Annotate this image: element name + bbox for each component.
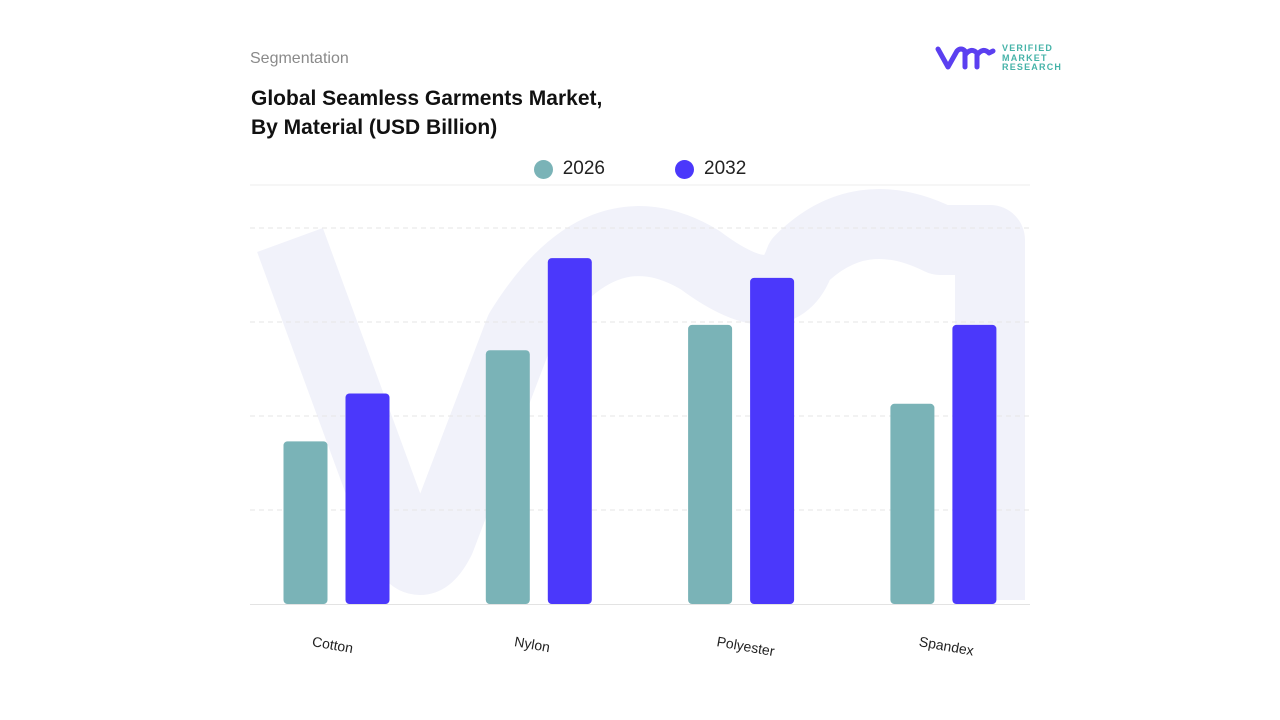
bar-nylon-2032[interactable] — [547, 258, 592, 604]
x-tick-label-nylon: Nylon — [513, 633, 551, 655]
title-line-1: Global Seamless Garments Market, — [251, 87, 603, 110]
watermark-icon — [257, 189, 1025, 600]
logo-text-2: MARKET — [1002, 52, 1048, 63]
logo-text-3: RESEARCH — [1002, 62, 1063, 72]
bar-cotton-2032[interactable] — [345, 393, 390, 604]
bar-cotton-2026[interactable] — [283, 441, 328, 604]
segment-label: Segmentation — [250, 50, 349, 67]
x-tick-label-spandex: Spandex — [918, 633, 975, 658]
legend-item-2032[interactable]: 2032 — [675, 158, 746, 180]
x-tick-label-polyester: Polyester — [716, 633, 777, 659]
bar-spandex-2026[interactable] — [890, 403, 935, 604]
legend-swatch-2026 — [533, 159, 553, 179]
legend-item-2026[interactable]: 2026 — [533, 158, 605, 180]
title-line-2: By Material (USD Billion) — [251, 116, 498, 139]
legend-swatch-2032 — [675, 159, 694, 179]
legend: 2026 2032 — [0, 158, 1280, 180]
legend-label-2032: 2032 — [704, 158, 747, 179]
vmr-logo-icon — [935, 46, 996, 70]
logo: VERIFIED MARKET RESEARCH — [935, 43, 1063, 73]
bar-polyester-2026[interactable] — [688, 324, 733, 604]
legend-label-2026: 2026 — [562, 158, 605, 179]
bar-spandex-2032[interactable] — [952, 324, 997, 604]
bar-nylon-2026[interactable] — [485, 350, 530, 604]
logo-text-1: VERIFIED — [1002, 43, 1054, 53]
chart-title: Global Seamless Garments Market, By Mate… — [251, 84, 671, 142]
bar-polyester-2032[interactable] — [750, 277, 795, 604]
x-tick-label-cotton: Cotton — [311, 633, 354, 656]
